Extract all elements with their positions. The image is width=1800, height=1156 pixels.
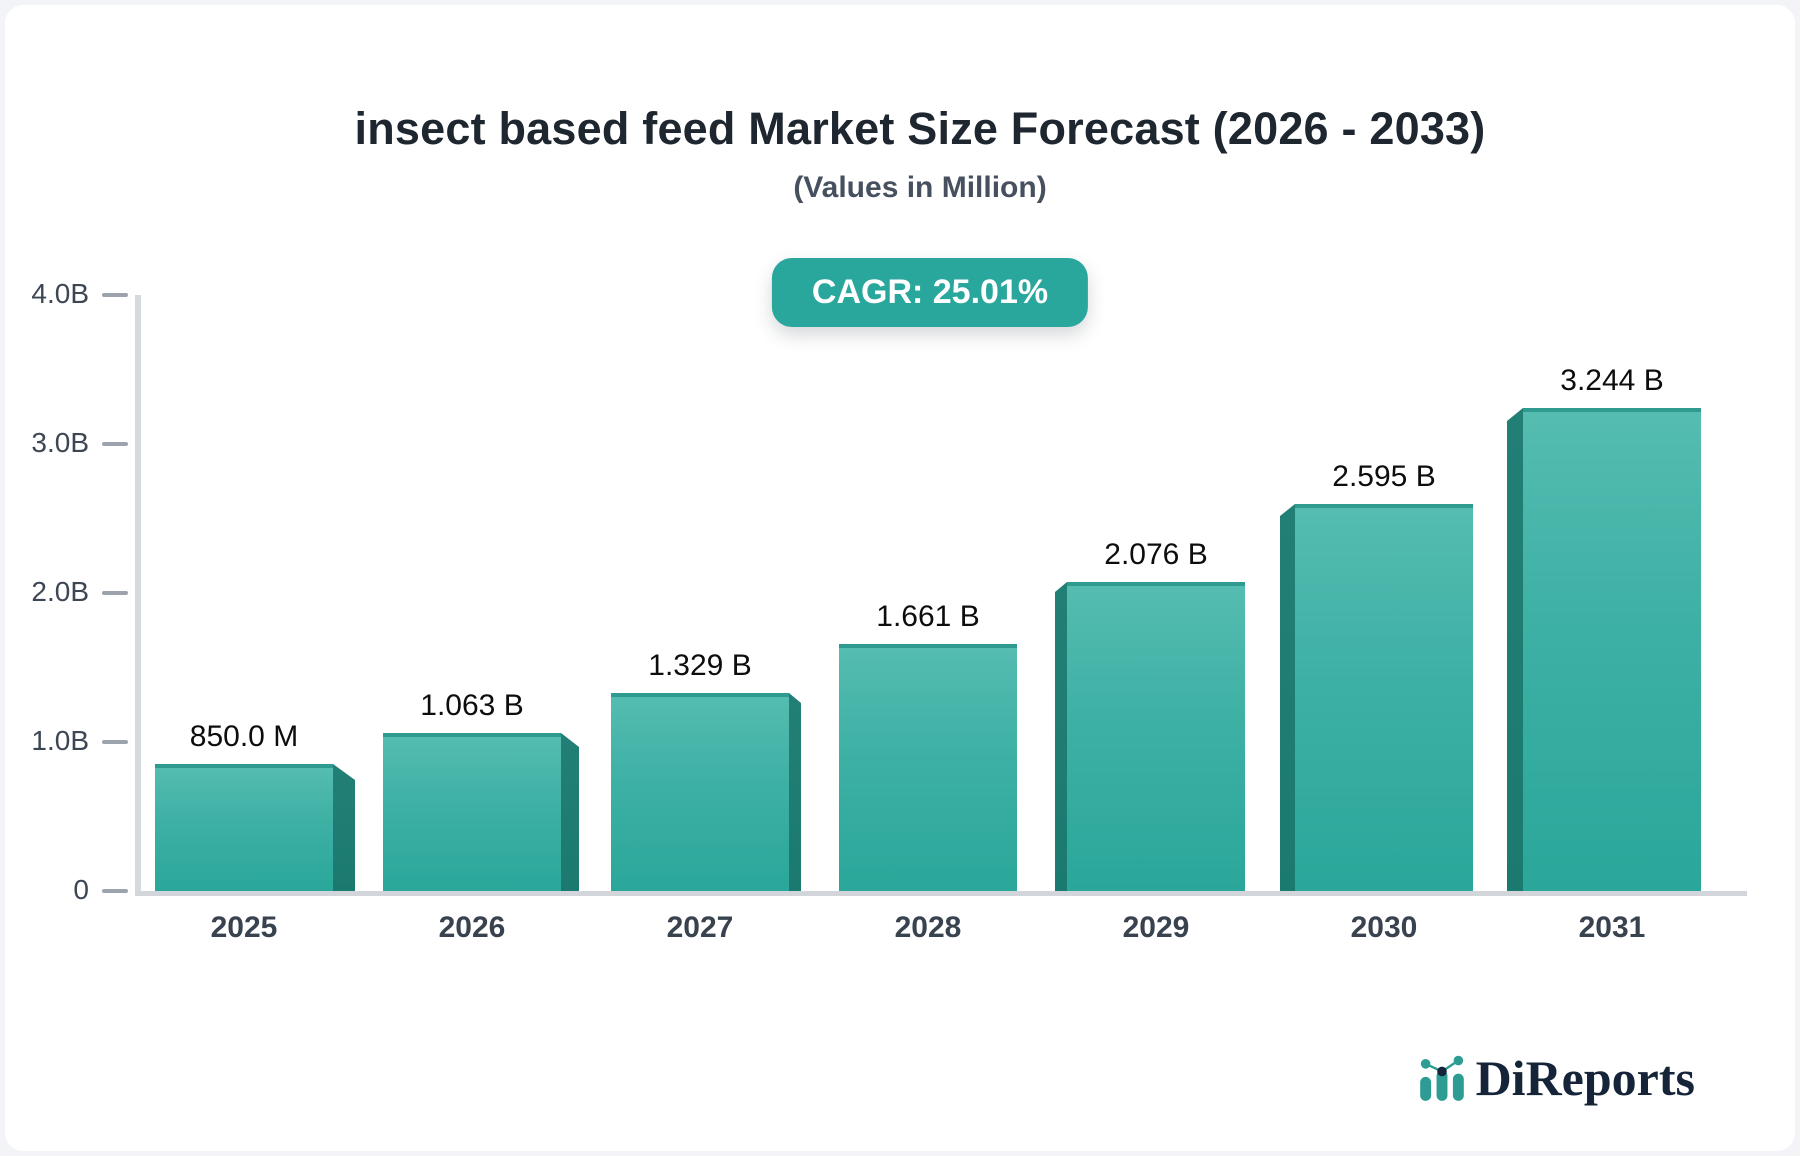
x-axis-label: 2027 bbox=[666, 911, 734, 944]
bar-value-label: 1.329 B bbox=[648, 649, 752, 682]
x-axis-label: 2029 bbox=[1122, 911, 1190, 944]
x-axis-label: 2030 bbox=[1350, 911, 1418, 944]
bar-3d-side bbox=[333, 764, 355, 891]
y-axis-tick bbox=[102, 293, 128, 297]
x-axis-line bbox=[135, 891, 1747, 896]
chart-subtitle: (Values in Million) bbox=[793, 171, 1047, 204]
y-axis-tick-label: 0 bbox=[73, 874, 89, 905]
bar bbox=[1067, 582, 1245, 891]
bar-value-label: 2.595 B bbox=[1332, 460, 1436, 493]
y-axis-tick bbox=[102, 889, 128, 893]
chart-title: insect based feed Market Size Forecast (… bbox=[354, 103, 1486, 154]
y-axis-tick bbox=[102, 591, 128, 595]
x-axis-label: 2026 bbox=[438, 911, 506, 944]
x-axis-label: 2031 bbox=[1578, 911, 1646, 944]
bar-value-label: 1.063 B bbox=[420, 689, 524, 722]
bar-3d-side bbox=[789, 693, 801, 891]
y-axis-line bbox=[135, 295, 141, 896]
bar bbox=[839, 644, 1017, 891]
bar-value-label: 3.244 B bbox=[1560, 364, 1664, 397]
y-axis-tick bbox=[102, 442, 128, 446]
bar bbox=[1295, 504, 1473, 891]
brand-logo-text: DiReports bbox=[1475, 1050, 1695, 1106]
y-axis-tick bbox=[102, 740, 128, 744]
chart-canvas: insect based feed Market Size Forecast (… bbox=[5, 5, 1795, 1151]
bar bbox=[383, 733, 561, 891]
bar bbox=[155, 764, 333, 891]
bar-value-label: 1.661 B bbox=[876, 600, 980, 633]
bar-3d-side bbox=[1280, 504, 1295, 891]
y-axis-tick-label: 4.0B bbox=[31, 278, 89, 309]
brand-logo: DiReports bbox=[1418, 1043, 1695, 1113]
y-axis-tick-label: 3.0B bbox=[31, 427, 89, 458]
y-axis-tick-label: 1.0B bbox=[31, 725, 89, 756]
x-axis-label: 2028 bbox=[894, 911, 962, 944]
bar-value-label: 850.0 M bbox=[189, 720, 299, 753]
chart-card: insect based feed Market Size Forecast (… bbox=[5, 5, 1795, 1151]
bar-3d-side bbox=[561, 733, 579, 891]
brand-logo-icon bbox=[1419, 1055, 1464, 1101]
bar-value-label: 2.076 B bbox=[1104, 538, 1208, 571]
cagr-badge: CAGR: 25.01% bbox=[771, 258, 1089, 327]
y-axis-tick-label: 2.0B bbox=[31, 576, 89, 607]
bar-3d-side bbox=[1507, 408, 1523, 891]
x-axis-label: 2025 bbox=[210, 911, 278, 944]
bar bbox=[1523, 408, 1701, 891]
bar bbox=[611, 693, 789, 891]
bar-3d-side bbox=[1055, 582, 1067, 891]
